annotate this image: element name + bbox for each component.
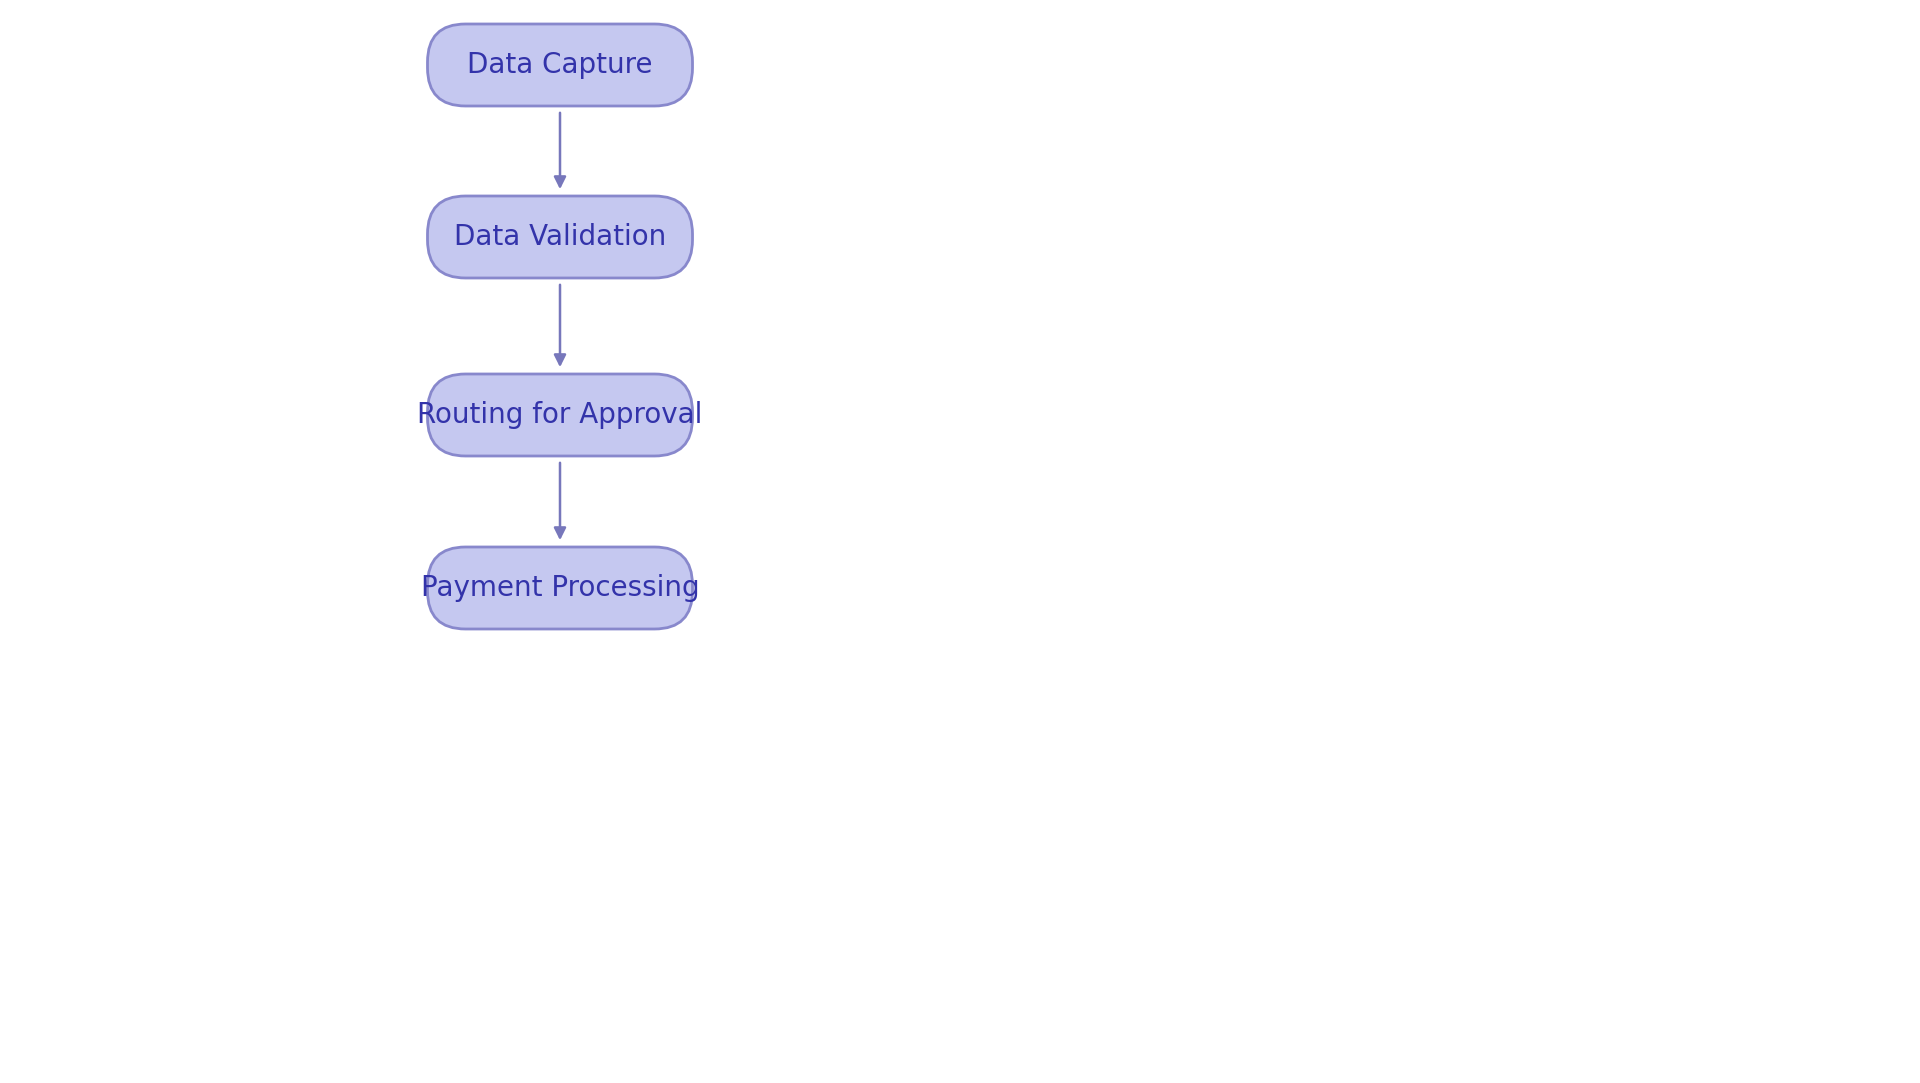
Text: Data Validation: Data Validation <box>453 223 666 251</box>
FancyBboxPatch shape <box>428 374 693 456</box>
FancyBboxPatch shape <box>428 196 693 278</box>
Text: Data Capture: Data Capture <box>467 51 653 79</box>
FancyBboxPatch shape <box>428 24 693 106</box>
Text: Payment Processing: Payment Processing <box>420 574 699 602</box>
FancyBboxPatch shape <box>428 547 693 629</box>
Text: Routing for Approval: Routing for Approval <box>417 401 703 429</box>
